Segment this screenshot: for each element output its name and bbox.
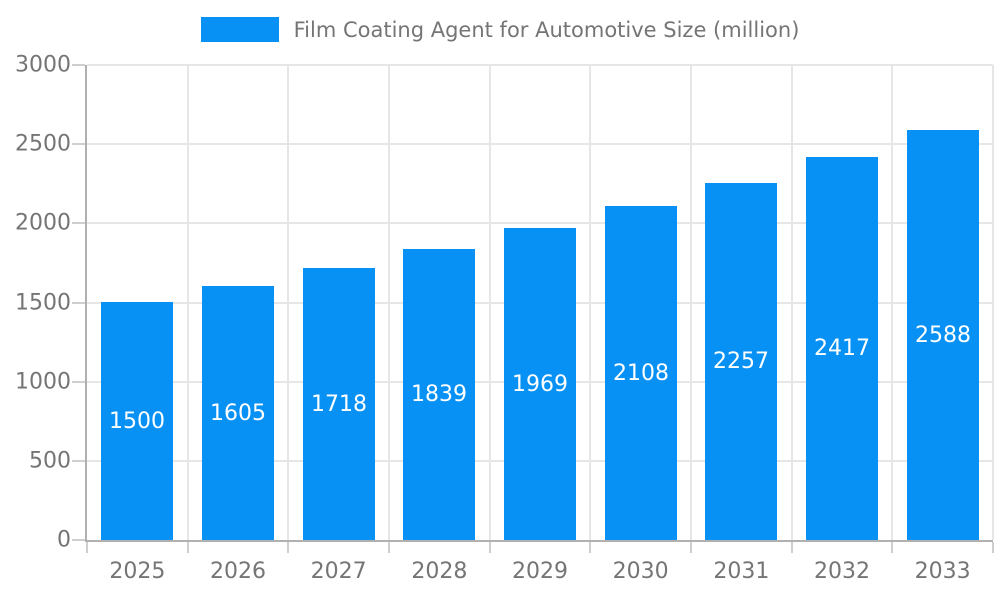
gridline-horizontal — [87, 222, 993, 225]
x-axis-tick — [589, 542, 592, 553]
bar-2030[interactable]: 2108 — [605, 206, 677, 540]
x-axis-tick-label: 2025 — [109, 559, 166, 584]
y-axis-tick-label: 2500 — [15, 131, 71, 157]
x-axis-tick — [388, 542, 390, 553]
bar-2027[interactable]: 1718 — [303, 268, 375, 540]
bar-value-label: 1718 — [311, 391, 367, 417]
plot-area: 0 500 1000 1500 2000 2500 3000 1500 2025 1605 2026… — [15, 53, 994, 584]
y-axis-tick — [72, 380, 85, 383]
gridline-horizontal — [87, 143, 993, 146]
bar-value-label: 2588 — [915, 322, 971, 348]
x-axis-tick-label: 2028 — [411, 559, 468, 584]
bar-value-label: 2108 — [613, 360, 669, 386]
bar-2033[interactable]: 2588 — [907, 130, 979, 540]
bar-value-label: 1605 — [210, 400, 266, 426]
bar-2032[interactable]: 2417 — [806, 157, 878, 540]
x-axis-tick — [790, 542, 793, 553]
legend-color-swatch-icon — [200, 17, 279, 42]
x-axis-tick — [690, 542, 692, 553]
y-axis-tick-label: 0 — [57, 527, 71, 553]
bar-2025[interactable]: 1500 — [101, 302, 173, 540]
bar-value-label: 1500 — [109, 408, 165, 434]
y-axis-line — [85, 65, 87, 542]
gridline-vertical — [992, 65, 994, 540]
y-axis-tick — [72, 539, 85, 541]
gridline-horizontal — [87, 64, 993, 66]
bar-2031[interactable]: 2257 — [705, 183, 777, 540]
bar-2028[interactable]: 1839 — [403, 249, 475, 540]
legend-label: Film Coating Agent for Automotive Size (… — [293, 17, 800, 42]
x-axis-tick-label: 2030 — [612, 559, 669, 584]
bar-value-label: 2417 — [814, 336, 870, 361]
x-axis-tick — [287, 542, 290, 553]
gridline-vertical — [790, 65, 793, 540]
x-axis-tick — [488, 542, 491, 553]
bar-value-label: 2257 — [713, 349, 769, 374]
x-axis-tick-label: 2027 — [310, 559, 367, 584]
y-axis-tick — [72, 301, 85, 304]
x-axis-tick — [992, 542, 994, 553]
gridline-vertical — [690, 65, 692, 540]
gridline-vertical — [287, 65, 290, 540]
gridline-vertical — [186, 65, 189, 540]
x-axis-tick-label: 2032 — [814, 559, 870, 584]
y-axis-tick-label: 2000 — [15, 210, 71, 236]
x-axis-tick — [186, 542, 189, 553]
y-axis-tick — [72, 143, 85, 146]
y-axis-tick-label: 1000 — [15, 369, 71, 395]
y-axis-tick — [72, 222, 85, 225]
y-axis-tick — [72, 64, 85, 66]
gridline-vertical — [388, 65, 390, 540]
bar-value-label: 1969 — [512, 371, 568, 397]
gridline-vertical — [488, 65, 491, 540]
bar-value-label: 1839 — [411, 382, 467, 407]
y-axis-tick — [72, 459, 85, 462]
x-axis-tick-label: 2033 — [914, 559, 971, 584]
gridline-vertical — [891, 65, 894, 540]
x-axis-line — [85, 540, 993, 542]
x-axis-tick — [86, 542, 88, 553]
chart-legend: Film Coating Agent for Automotive Size (… — [0, 17, 1000, 42]
x-axis-tick-label: 2031 — [713, 559, 770, 584]
y-axis-tick-label: 1500 — [15, 290, 71, 315]
y-axis-tick-label: 3000 — [15, 52, 71, 78]
bar-2026[interactable]: 1605 — [202, 286, 274, 540]
bar-2029[interactable]: 1969 — [504, 228, 576, 540]
x-axis-tick-label: 2026 — [210, 559, 266, 584]
x-axis-tick-label: 2029 — [512, 559, 568, 584]
gridline-vertical — [589, 65, 592, 540]
x-axis-tick — [891, 542, 894, 553]
y-axis-tick-label: 500 — [29, 448, 71, 474]
